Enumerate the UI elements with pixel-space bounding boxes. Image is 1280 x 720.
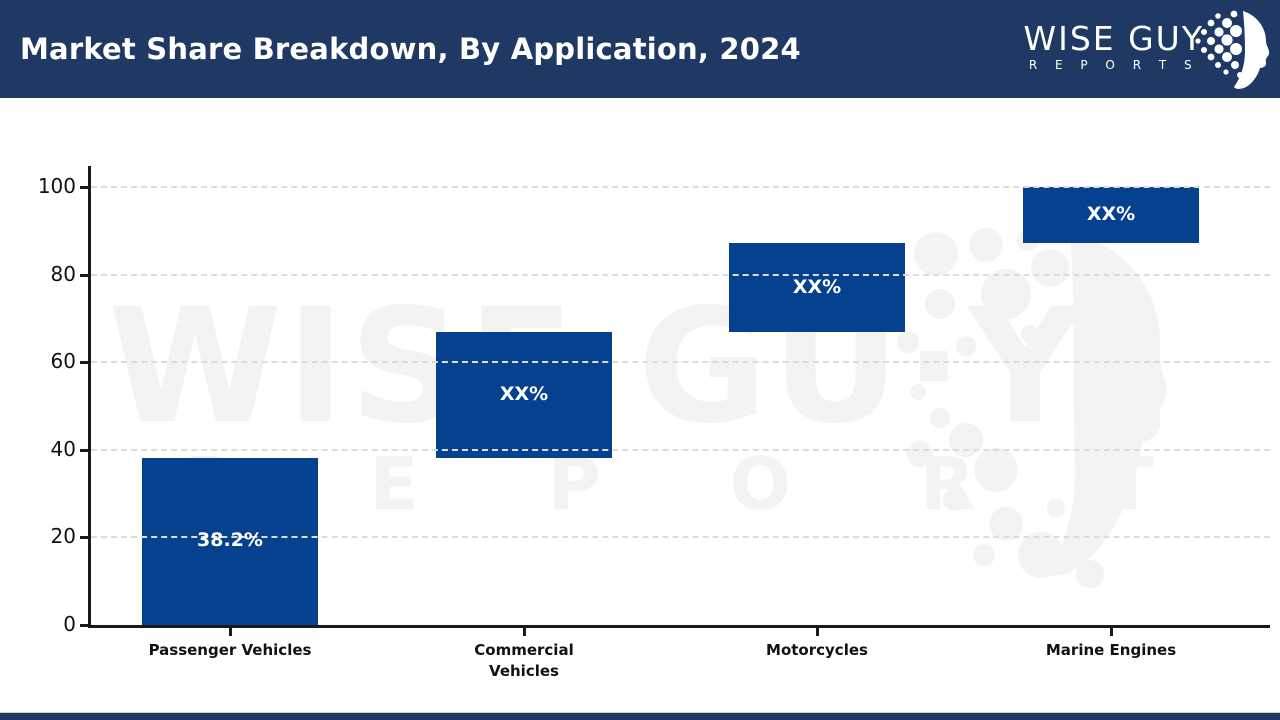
- wiseguy-logo: WISE GUY R E P O R T S: [1023, 6, 1274, 94]
- y-axis-tick: [80, 273, 88, 277]
- logo-text-block: WISE GUY R E P O R T S: [1023, 22, 1204, 72]
- y-axis-tick-label: 100: [37, 174, 76, 198]
- y-axis-line: [88, 166, 91, 628]
- gridline-40: [91, 448, 1270, 451]
- x-axis-category-label-marine-engines: Marine Engines: [1045, 641, 1177, 659]
- y-axis-tick-label: 40: [50, 436, 76, 461]
- y-axis-tick-label: 0: [63, 612, 76, 636]
- gridline-80: [91, 273, 1270, 276]
- y-axis-tick-label: 60: [50, 349, 76, 374]
- y-axis-tick: [80, 448, 88, 452]
- gridline-100: [91, 186, 1270, 188]
- bar-marine-engines: [1023, 187, 1199, 243]
- x-axis-tick: [523, 628, 526, 636]
- x-axis-tick: [1110, 628, 1113, 636]
- logo-tagline-text: R E P O R T S: [1028, 57, 1199, 72]
- footer-bar: [0, 713, 1280, 720]
- bar-motorcycles: [729, 242, 905, 333]
- x-axis-category-label-motorcycles: Motorcycles: [766, 641, 868, 659]
- y-axis-tick: [80, 536, 88, 540]
- bar-commercial-vehicles: [436, 332, 612, 458]
- wiseguy-head-logo-icon: [1195, 10, 1270, 89]
- bar-value-label: XX%: [1086, 202, 1136, 225]
- y-axis-tick: [80, 624, 88, 627]
- x-axis-category-label-commercial-vehicles: Commercial Vehicles: [474, 641, 574, 680]
- y-axis-tick-label: 20: [50, 524, 76, 549]
- footer-hairline: [0, 712, 1280, 713]
- bar-value-label: XX%: [499, 383, 549, 406]
- bar-value-label: 38.2%: [197, 529, 263, 552]
- bar-passenger-vehicles: [142, 457, 318, 625]
- y-axis-tick: [80, 361, 88, 365]
- watermark-head-icon: [897, 228, 1167, 588]
- x-axis-tick: [229, 628, 232, 636]
- x-axis-tick: [816, 628, 819, 636]
- bar-value-label: XX%: [792, 275, 842, 298]
- x-axis-line: [88, 625, 1270, 628]
- header-bar: Market Share Breakdown, By Application, …: [0, 0, 1280, 98]
- y-axis-tick: [80, 186, 88, 189]
- y-axis-tick-label: 80: [50, 261, 76, 286]
- page-title: Market Share Breakdown, By Application, …: [20, 32, 801, 66]
- logo-name-text: WISE GUY: [1023, 19, 1204, 59]
- x-axis-category-label-passenger-vehicles: Passenger Vehicles: [148, 641, 312, 659]
- gridline-60: [91, 361, 1270, 364]
- gridline-20: [91, 536, 1270, 539]
